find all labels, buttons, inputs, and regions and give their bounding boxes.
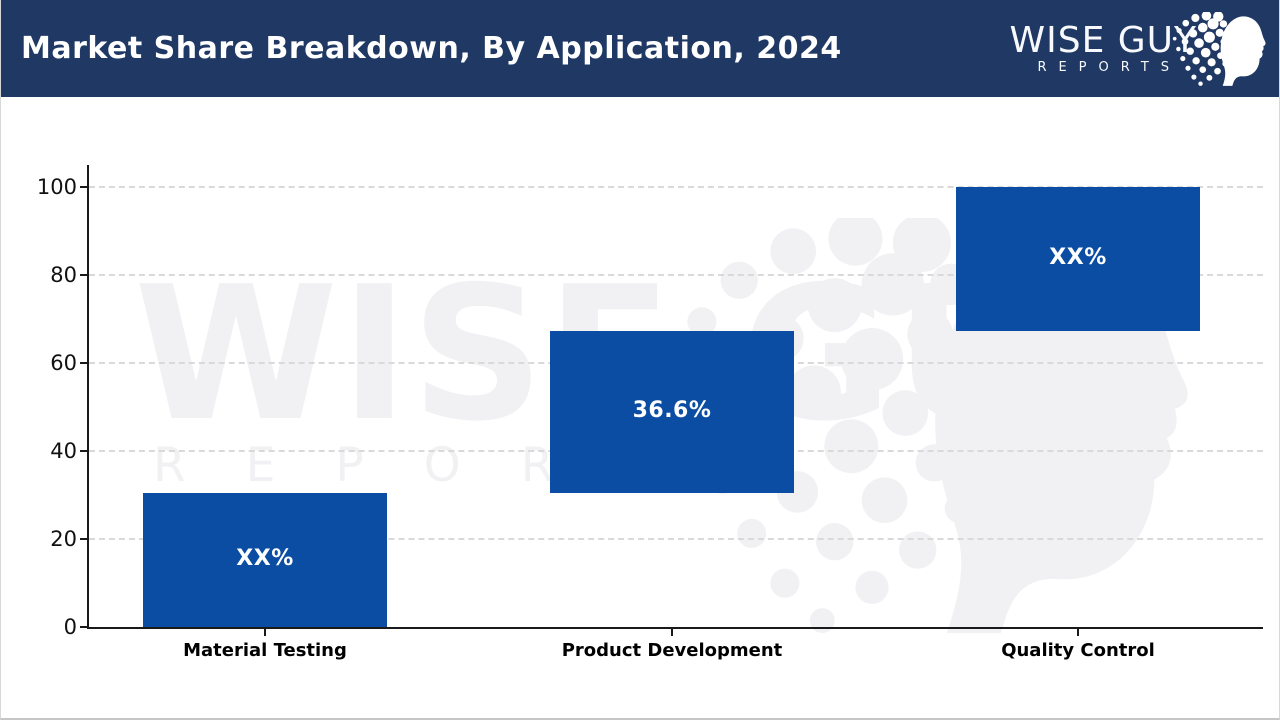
y-tick-label: 60 <box>50 350 77 375</box>
x-tick-mark <box>264 629 266 636</box>
y-tick-mark <box>80 273 88 276</box>
bar-value-label-product-development: 36.6% <box>632 398 712 424</box>
y-tick-mark <box>80 537 88 540</box>
x-category-label-product-development: Product Development <box>561 640 783 661</box>
bar-value-label-quality-control: XX% <box>1049 244 1107 270</box>
x-tick-mark <box>671 629 673 636</box>
y-tick-mark <box>80 361 88 364</box>
y-tick-label: 100 <box>36 174 77 199</box>
x-category-label-material-testing: Material Testing <box>183 640 347 661</box>
y-tick-mark <box>80 449 88 452</box>
y-tick-label: 40 <box>50 438 77 463</box>
logo-reports-text: REPORTS <box>1037 59 1182 75</box>
header-bar: Market Share Breakdown, By Application, … <box>1 0 1280 97</box>
x-axis-line <box>87 627 1263 629</box>
gridline-20 <box>89 537 1263 540</box>
gridline-100 <box>89 185 1263 188</box>
y-tick-label: 20 <box>50 526 77 551</box>
bar-quality-control: XX% <box>956 186 1200 332</box>
bar-value-label-material-testing: XX% <box>236 545 294 571</box>
y-tick-label: 0 <box>63 615 77 639</box>
x-category-label-quality-control: Quality Control <box>1001 640 1155 661</box>
y-tick-label: 80 <box>50 262 77 287</box>
brand-logo: WISE GUY REPORTS <box>1009 11 1280 86</box>
y-axis-line <box>87 165 89 627</box>
bar-product-development: 36.6% <box>550 331 794 493</box>
gridline-80 <box>89 273 1263 276</box>
y-tick-mark <box>80 626 88 628</box>
y-tick-mark <box>80 185 88 188</box>
logo-wiseguy-text: WISE GUY <box>1009 20 1197 62</box>
page-title: Market Share Breakdown, By Application, … <box>21 31 842 66</box>
bar-material-testing: XX% <box>143 492 387 627</box>
x-tick-mark <box>1077 629 1079 636</box>
